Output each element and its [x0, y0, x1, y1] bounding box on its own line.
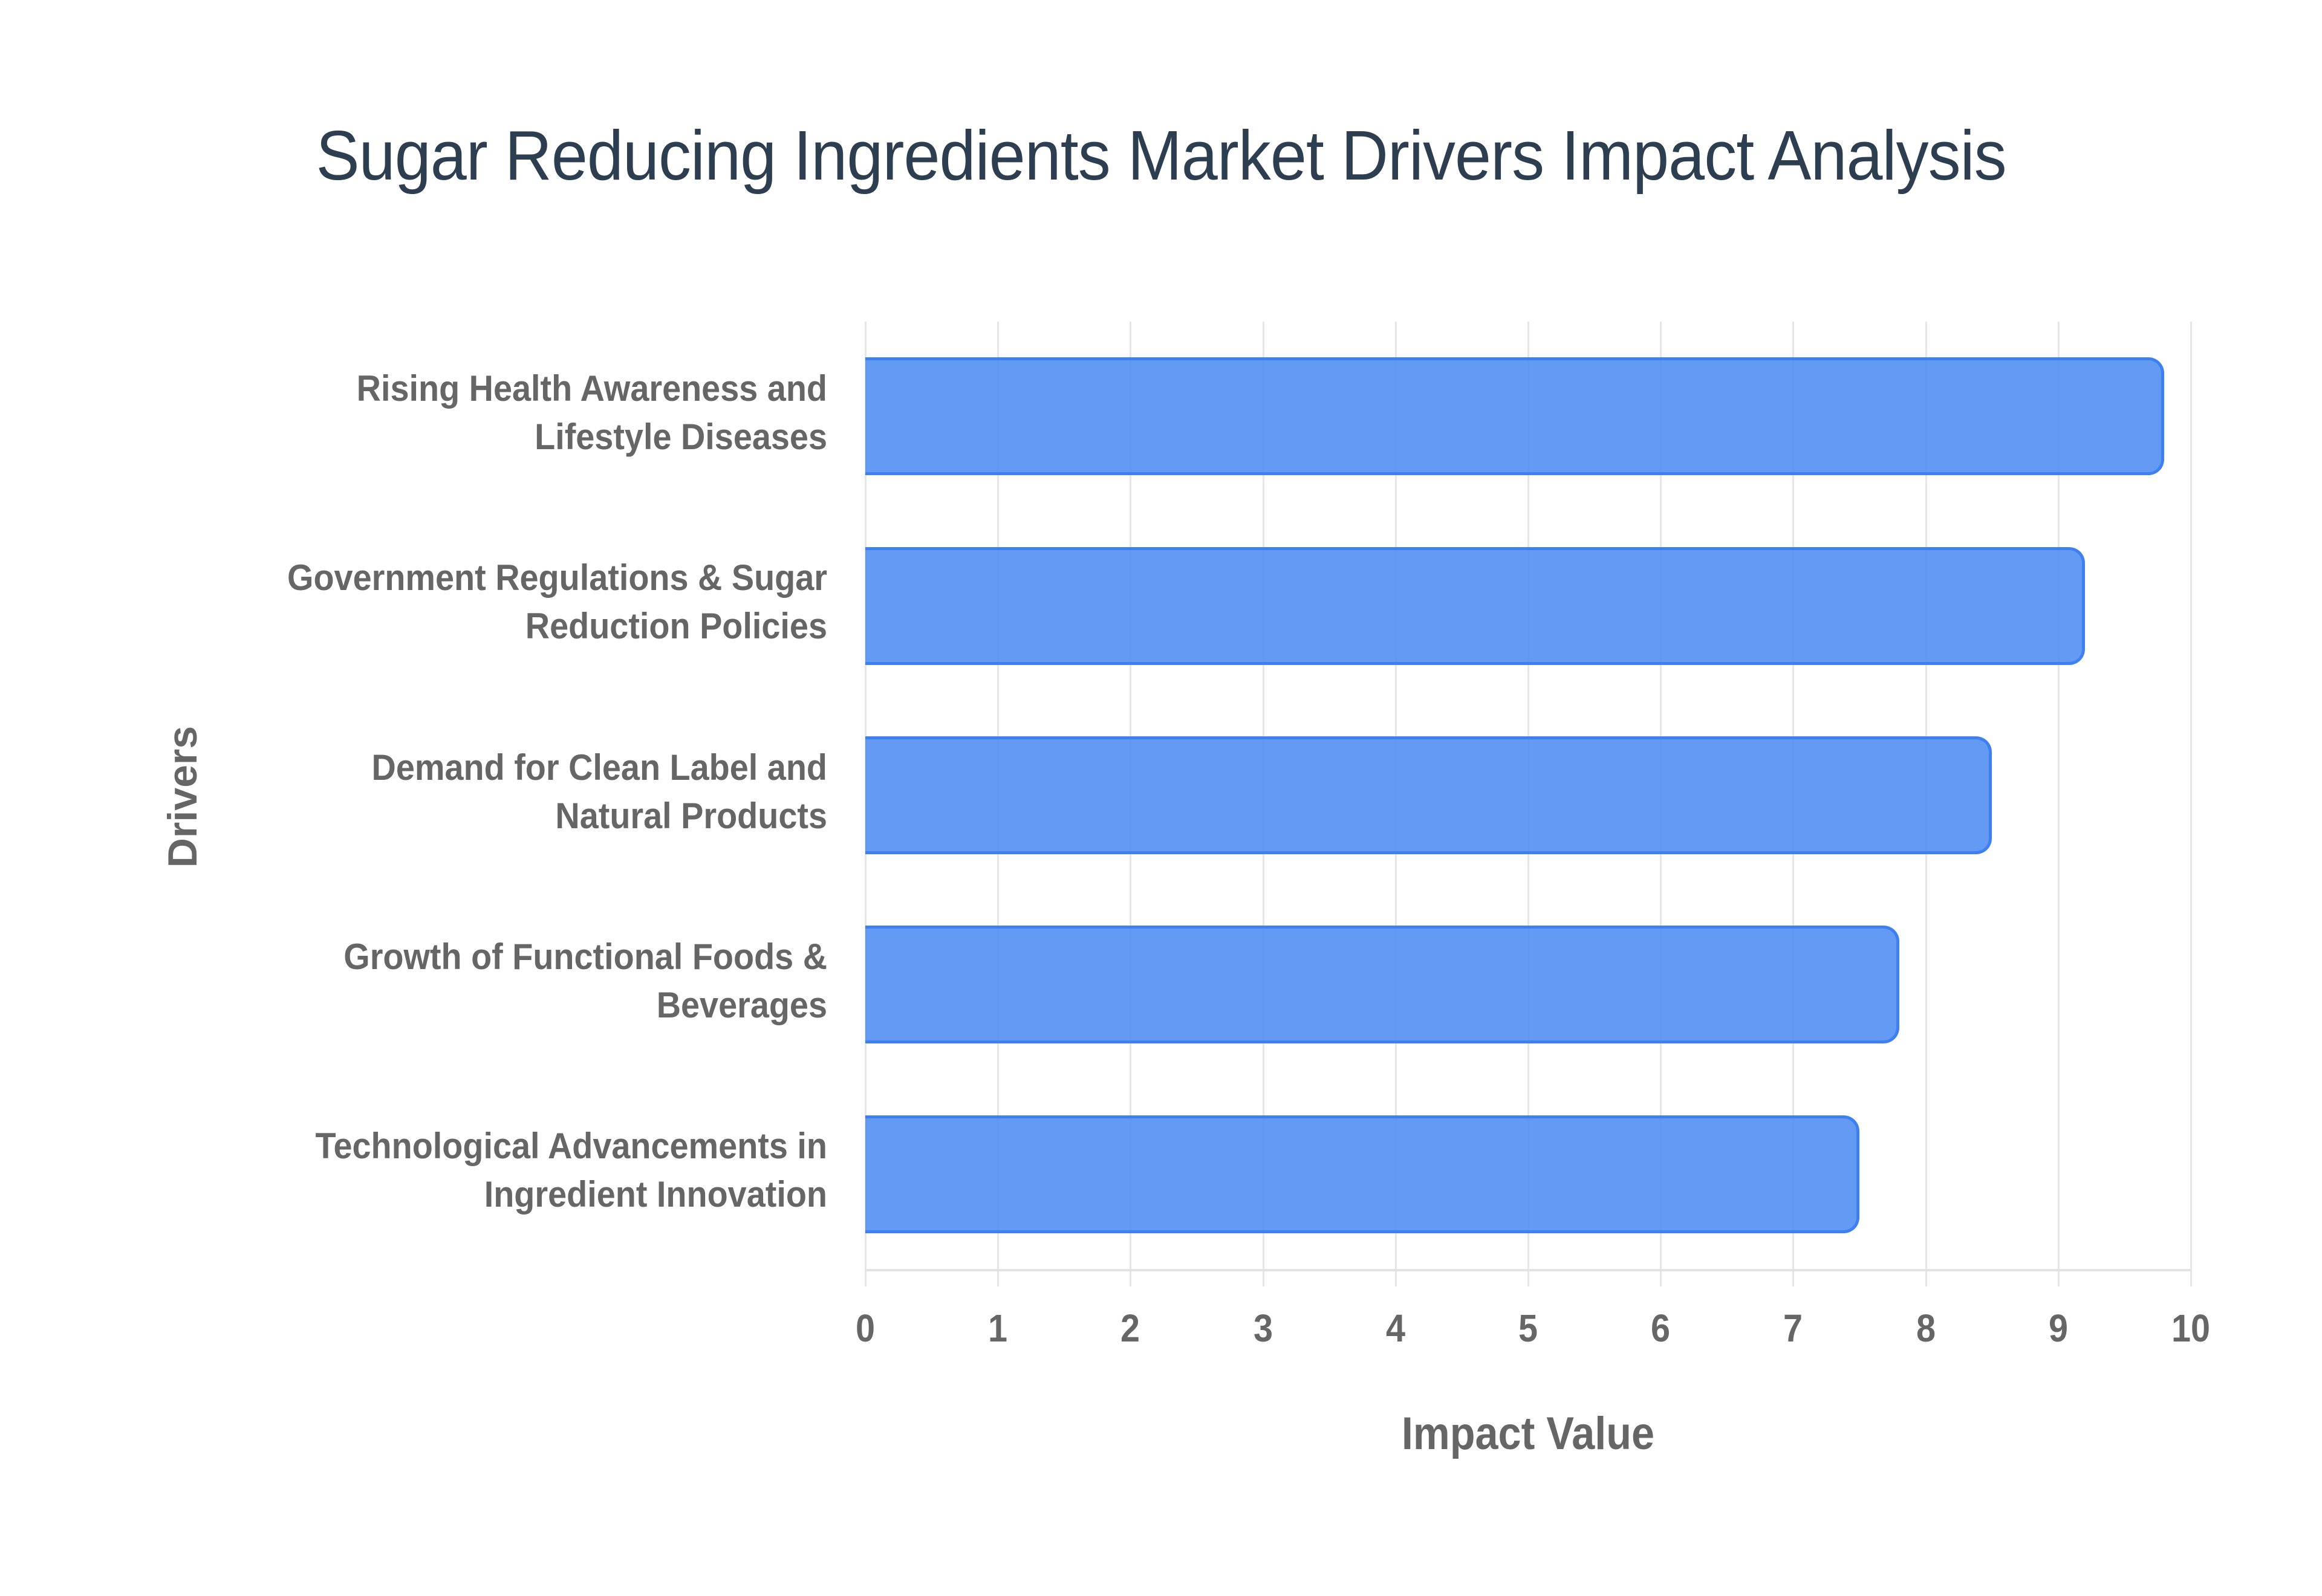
x-tick-label: 4 [1385, 1306, 1405, 1350]
x-axis-line [865, 1269, 2191, 1271]
x-tick-label: 10 [2171, 1306, 2211, 1350]
category-label-line: Lifestyle Diseases [535, 416, 827, 457]
category-label-line: Growth of Functional Foods & [343, 936, 827, 977]
y-category-label: Government Regulations & Sugar Reduction … [209, 554, 827, 650]
bar[interactable] [865, 357, 2165, 476]
x-tick-label: 0 [855, 1306, 876, 1350]
x-tick-label: 7 [1783, 1306, 1803, 1350]
x-tick-label: 8 [1916, 1306, 1936, 1350]
chart-title: Sugar Reducing Ingredients Market Driver… [316, 116, 2007, 195]
x-tick-label: 6 [1651, 1306, 1671, 1350]
y-category-label: Technological Advancements in Ingredient … [209, 1122, 827, 1219]
gridline [2190, 322, 2192, 1286]
x-tick-label: 3 [1253, 1306, 1273, 1350]
plot-area [865, 322, 2192, 1286]
gridline [2057, 322, 2060, 1286]
category-label-line: Natural Products [555, 795, 827, 836]
y-category-label: Growth of Functional Foods & Beverages [209, 933, 827, 1030]
category-label-line: Demand for Clean Label and [371, 747, 827, 788]
category-label-line: Beverages [656, 984, 827, 1025]
x-tick-label: 1 [988, 1306, 1008, 1350]
x-tick-label: 9 [2048, 1306, 2068, 1350]
category-label-line: Rising Health Awareness and [356, 368, 827, 409]
y-axis-title: Drivers [160, 725, 206, 868]
x-tick-label: 2 [1120, 1306, 1140, 1350]
category-label-line: Government Regulations & Sugar [287, 557, 827, 598]
bar[interactable] [865, 736, 1992, 854]
bar[interactable] [865, 1115, 1859, 1233]
y-category-label: Rising Health Awareness and Lifestyle Dis… [209, 365, 827, 461]
category-label-line: Ingredient Innovation [484, 1174, 827, 1215]
bar[interactable] [865, 926, 1899, 1044]
y-category-label: Demand for Clean Label and Natural Produc… [209, 744, 827, 840]
category-label-line: Reduction Policies [525, 606, 827, 647]
x-axis-title: Impact Value [1401, 1408, 1655, 1459]
category-label-line: Technological Advancements in [315, 1126, 827, 1167]
bar[interactable] [865, 547, 2085, 665]
x-tick-label: 5 [1518, 1306, 1538, 1350]
